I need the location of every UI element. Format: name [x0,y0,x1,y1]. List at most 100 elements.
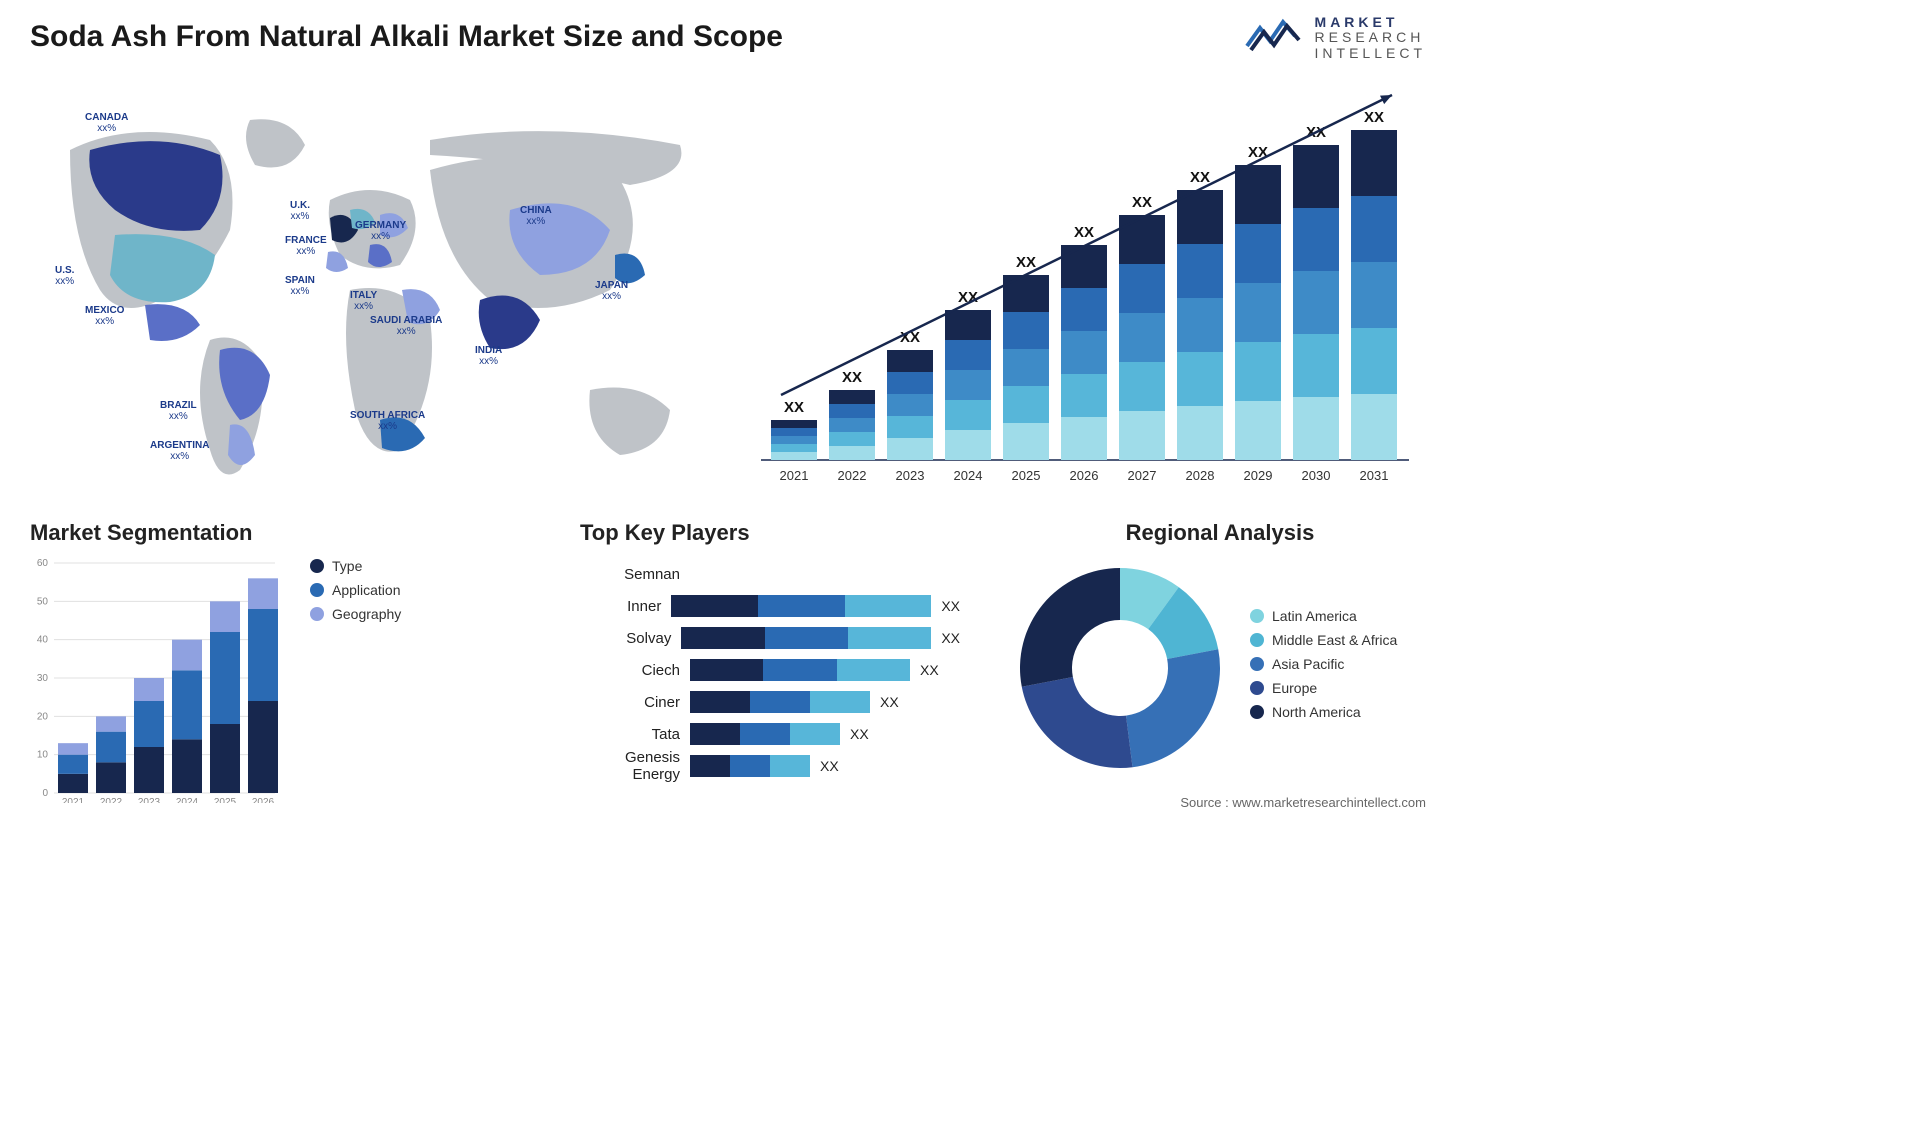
regional-title: Regional Analysis [1010,520,1430,546]
player-name: Solvay [580,630,681,647]
legend-item: Asia Pacific [1250,656,1397,672]
svg-text:2031: 2031 [1360,468,1389,483]
player-name: Inner [580,598,671,615]
legend-label: Asia Pacific [1272,656,1344,672]
svg-text:2024: 2024 [954,468,983,483]
player-name: Genesis Energy [580,749,690,783]
svg-text:2027: 2027 [1128,468,1157,483]
map-label: ITALYxx% [350,290,377,312]
player-value: XX [820,758,839,774]
svg-text:XX: XX [1364,109,1384,126]
svg-text:20: 20 [37,711,49,722]
player-row: Inner XX [580,590,960,622]
svg-text:2023: 2023 [896,468,925,483]
legend-label: North America [1272,704,1361,720]
player-bar [690,755,810,777]
svg-text:2029: 2029 [1244,468,1273,483]
map-label: GERMANYxx% [355,220,406,242]
player-row: Ciech XX [580,654,960,686]
svg-text:2021: 2021 [62,797,85,803]
svg-text:2021: 2021 [780,468,809,483]
player-name: Semnan [580,566,690,583]
svg-text:40: 40 [37,635,49,646]
svg-text:2026: 2026 [1070,468,1099,483]
map-label: U.K.xx% [290,200,310,222]
svg-text:2022: 2022 [838,468,867,483]
segmentation-legend: Type Application Geography [310,558,401,803]
player-name: Ciner [580,694,690,711]
svg-text:XX: XX [784,399,804,416]
players-title: Top Key Players [580,520,960,546]
main-chart-svg: XX2021XX2022XX2023XX2024XX2025XX2026XX20… [746,90,1426,490]
svg-text:XX: XX [842,369,862,386]
svg-text:XX: XX [1132,194,1152,211]
legend-label: Type [332,558,362,574]
segmentation-title: Market Segmentation [30,520,470,546]
map-label: SPAINxx% [285,275,315,297]
player-row: CinerXX [580,686,960,718]
legend-label: Application [332,582,401,598]
segmentation-section: Market Segmentation 0 10 20 30 40 50 60 2021 202… [30,520,470,803]
svg-text:60: 60 [37,558,49,569]
regional-legend: Latin America Middle East & Africa Asia Pa… [1250,608,1397,728]
map-label: CANADAxx% [85,112,128,134]
legend-swatch [310,607,324,621]
svg-text:2025: 2025 [1012,468,1041,483]
legend-item: Type [310,558,401,574]
players-chart: SemnanInnerXXSolvayXXCiechXXCinerXXTataX… [580,558,960,782]
legend-item: Europe [1250,680,1397,696]
player-bar [690,691,870,713]
logo-icon [1245,16,1305,61]
player-name: Ciech [580,662,690,679]
regional-section: Regional Analysis Latin America Middle Ea… [1010,520,1430,778]
svg-text:2028: 2028 [1186,468,1215,483]
legend-label: Middle East & Africa [1272,632,1397,648]
svg-text:2024: 2024 [176,797,199,803]
svg-text:2025: 2025 [214,797,237,803]
player-name: Tata [580,726,690,743]
player-value: XX [941,598,960,614]
map-label: U.S.xx% [55,265,74,287]
svg-text:XX: XX [1074,224,1094,241]
player-value: XX [850,726,869,742]
map-label: SOUTH AFRICAxx% [350,410,425,432]
legend-swatch [1250,609,1264,623]
map-label: MEXICOxx% [85,305,124,327]
player-row: Semnan [580,558,960,590]
logo-text: MARKET RESEARCH INTELLECT [1315,15,1426,61]
map-label: SAUDI ARABIAxx% [370,315,442,337]
player-bar [690,659,910,681]
map-label: FRANCExx% [285,235,327,257]
svg-text:30: 30 [37,673,49,684]
world-map: CANADAxx% U.S.xx% MEXICOxx% BRAZILxx% ARGENT… [30,90,710,490]
map-label: INDIAxx% [475,345,502,367]
player-value: XX [920,662,939,678]
legend-item: North America [1250,704,1397,720]
svg-text:10: 10 [37,750,49,761]
segmentation-chart: 0102030405060202120222023202420252026 [30,558,290,803]
map-label: BRAZILxx% [160,400,197,422]
svg-text:XX: XX [1016,254,1036,271]
legend-item: Geography [310,606,401,622]
legend-label: Europe [1272,680,1317,696]
legend-swatch [1250,657,1264,671]
legend-swatch [1250,633,1264,647]
source-text: Source : www.marketresearchintellect.com [1180,795,1426,810]
svg-text:2026: 2026 [252,797,275,803]
legend-label: Latin America [1272,608,1357,624]
player-row: Genesis Energy XX [580,750,960,782]
legend-swatch [1250,681,1264,695]
svg-text:50: 50 [37,596,49,607]
player-row: SolvayXX [580,622,960,654]
brand-logo: MARKET RESEARCH INTELLECT [1245,15,1426,61]
player-row: Tata XX [580,718,960,750]
legend-swatch [1250,705,1264,719]
svg-text:0: 0 [42,788,48,799]
market-size-chart: XX2021XX2022XX2023XX2024XX2025XX2026XX20… [746,90,1426,490]
legend-item: Application [310,582,401,598]
map-label: CHINAxx% [520,205,552,227]
legend-swatch [310,559,324,573]
legend-label: Geography [332,606,401,622]
svg-text:2030: 2030 [1302,468,1331,483]
map-label: ARGENTINAxx% [150,440,209,462]
